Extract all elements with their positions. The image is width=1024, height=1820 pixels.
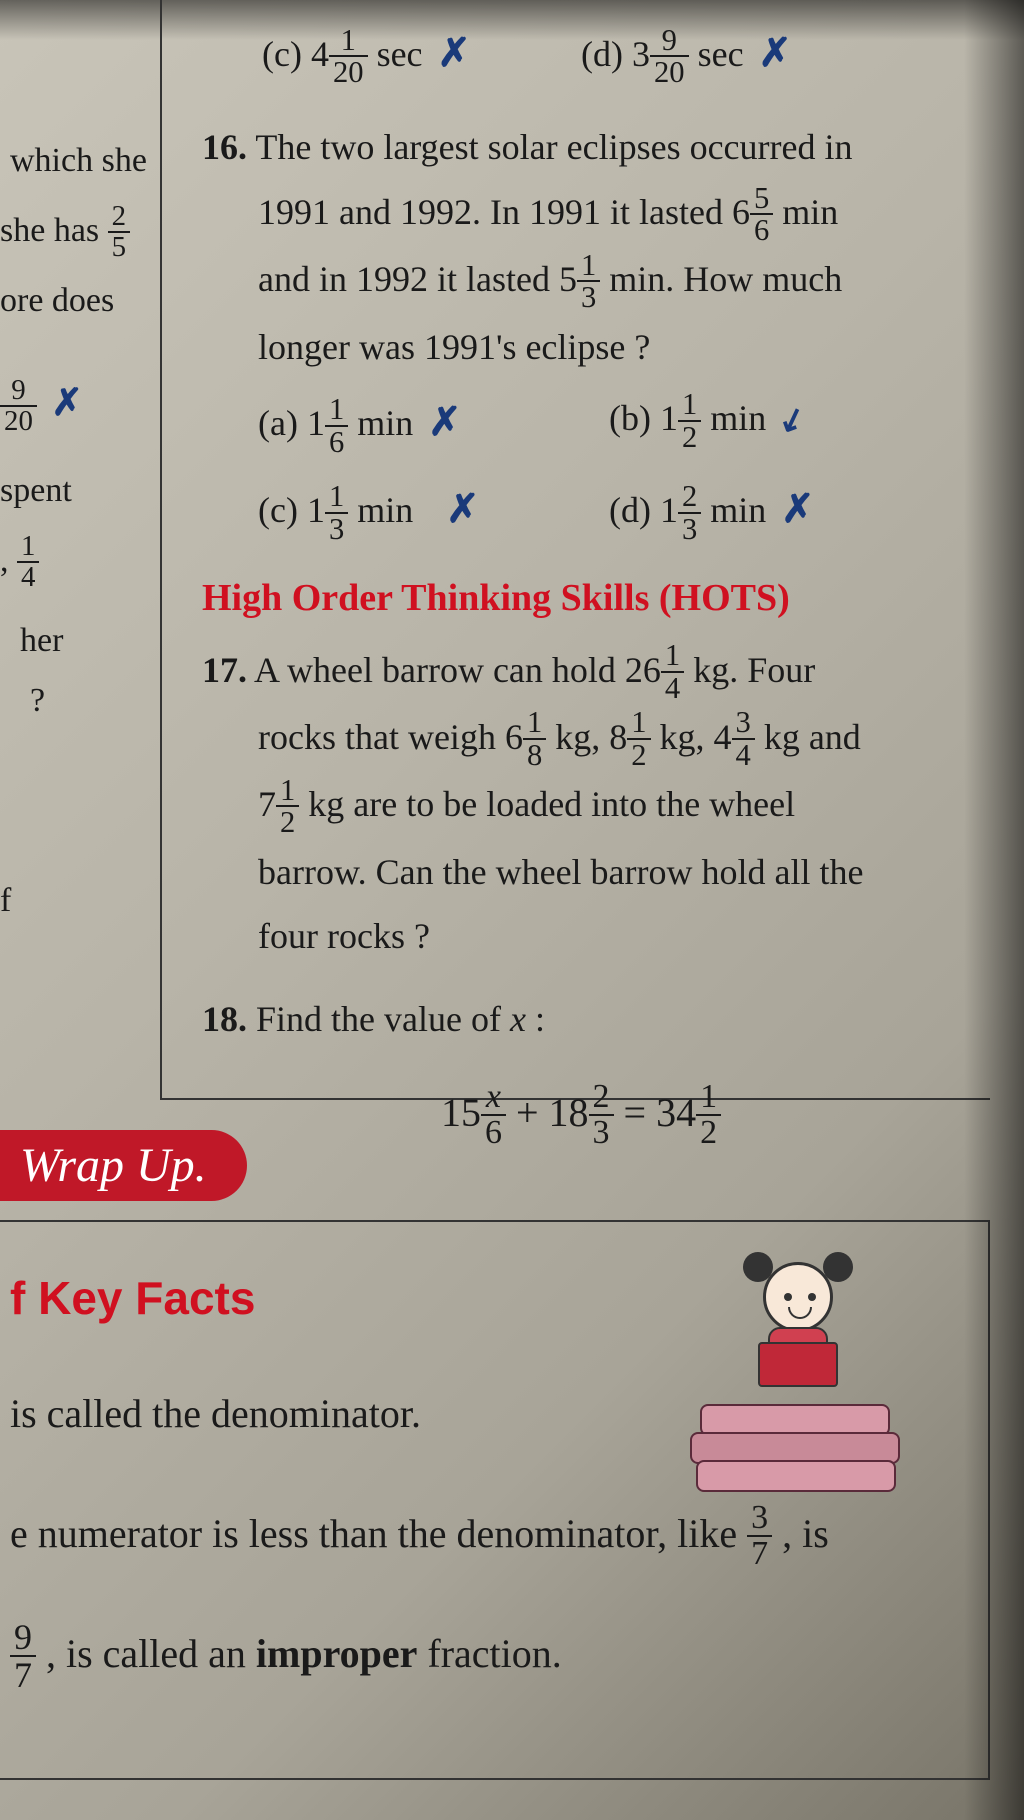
option-c: (c) 113 min ✗: [258, 466, 609, 553]
cutoff-text: spent: [0, 460, 72, 521]
option-a: (a) 116 min ✗: [258, 379, 609, 466]
question-16: 16. The two largest solar eclipses occur…: [202, 115, 960, 379]
cutoff-text: her: [20, 610, 63, 671]
cross-mark-icon: ✗: [759, 10, 792, 97]
question-18: 18. Find the value of x :: [202, 987, 960, 1052]
cross-mark-icon: ✗: [51, 370, 82, 437]
cross-mark-icon: ✗: [781, 466, 814, 553]
fraction: 25: [108, 202, 130, 262]
cutoff-text: she has 25: [0, 200, 130, 263]
option-b: (b) 112 min ↙: [609, 379, 960, 466]
option-d: (d) 3920 sec ✗: [581, 10, 960, 97]
hots-heading: High Order Thinking Skills (HOTS): [202, 576, 960, 620]
cutoff-fraction: 920 ✗: [0, 370, 83, 437]
page-edge-shadow: [964, 0, 1024, 1820]
tick-arrow-icon: ↙: [768, 383, 818, 459]
cutoff-text: which she: [10, 130, 147, 191]
option-c: (c) 4120 sec ✗: [202, 10, 581, 97]
cutoff-text: ?: [30, 670, 45, 731]
fact-line-2: e numerator is less than the denominator…: [10, 1494, 958, 1574]
question-number: 16.: [202, 127, 247, 167]
girl-reading-illustration: [668, 1232, 928, 1492]
cutoff-text: f: [0, 870, 11, 931]
cross-mark-icon: ✗: [446, 466, 479, 553]
key-facts-box: f Key Facts is called the denominator. e…: [0, 1220, 990, 1780]
q15-options-partial: (c) 4120 sec ✗ (d) 3920 sec ✗: [202, 10, 960, 97]
q16-options: (a) 116 min ✗ (b) 112 min ↙ (c) 113 min …: [202, 379, 960, 553]
question-number: 18.: [202, 999, 247, 1039]
cross-mark-icon: ✗: [428, 379, 461, 466]
left-margin-cutoff: which she she has 25 ore does 920 ✗ spen…: [0, 0, 160, 1100]
question-number: 17.: [202, 650, 247, 690]
fact-line-3: 97 , is called an improper fraction.: [10, 1614, 958, 1695]
wrap-up-badge: Wrap Up.: [0, 1130, 247, 1201]
textbook-page: which she she has 25 ore does 920 ✗ spen…: [0, 0, 1024, 1820]
cutoff-text: ore does: [0, 270, 114, 331]
exercise-box: (c) 4120 sec ✗ (d) 3920 sec ✗ 16. The tw…: [160, 0, 990, 1100]
cutoff-text: , 14: [0, 530, 39, 593]
question-17: 17. A wheel barrow can hold 2614 kg. Fou…: [202, 638, 960, 970]
equation: 15x6 + 1823 = 3412: [202, 1082, 960, 1152]
option-d: (d) 123 min ✗: [609, 466, 960, 553]
cross-mark-icon: ✗: [438, 10, 471, 97]
